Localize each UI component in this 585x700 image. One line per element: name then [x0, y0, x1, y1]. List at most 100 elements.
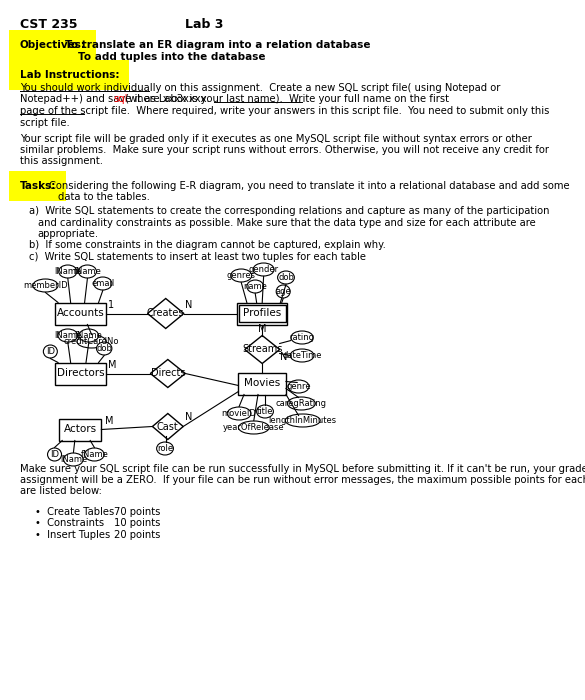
Ellipse shape	[278, 271, 294, 284]
Text: yearOfRelease: yearOfRelease	[223, 423, 285, 432]
Ellipse shape	[43, 345, 57, 358]
Polygon shape	[150, 360, 185, 388]
Text: name: name	[243, 282, 267, 291]
Ellipse shape	[79, 329, 99, 342]
Ellipse shape	[230, 269, 252, 282]
Text: Profiles: Profiles	[243, 309, 281, 318]
Ellipse shape	[285, 414, 320, 427]
Ellipse shape	[257, 405, 273, 418]
Text: CST 235: CST 235	[19, 18, 77, 31]
Text: Considering the following E-R diagram, you need to translate it into a relationa: Considering the following E-R diagram, y…	[49, 181, 570, 191]
Text: lName: lName	[60, 455, 87, 464]
Ellipse shape	[227, 407, 251, 420]
Text: are listed below:: are listed below:	[19, 486, 101, 496]
Text: role: role	[157, 444, 173, 453]
Ellipse shape	[288, 380, 309, 393]
Text: caregRating: caregRating	[276, 399, 327, 408]
Text: Objectives:: Objectives:	[19, 40, 85, 50]
Text: 70 points: 70 points	[114, 507, 160, 517]
Ellipse shape	[94, 277, 112, 290]
Text: Notepad++) and save it as Lab3xxxx.: Notepad++) and save it as Lab3xxxx.	[19, 94, 209, 104]
Polygon shape	[147, 298, 184, 328]
Text: (where xxxx is your last name).  Write your full name on the first: (where xxxx is your last name). Write yo…	[122, 94, 449, 104]
Text: lName: lName	[54, 331, 81, 340]
Ellipse shape	[85, 448, 104, 461]
Ellipse shape	[77, 335, 106, 348]
Text: To translate an ER diagram into a relation database: To translate an ER diagram into a relati…	[65, 40, 370, 50]
Ellipse shape	[157, 442, 173, 455]
FancyBboxPatch shape	[55, 302, 105, 325]
Ellipse shape	[291, 331, 313, 344]
Text: data to the tables.: data to the tables.	[58, 193, 150, 202]
Text: •  Constraints: • Constraints	[35, 519, 104, 528]
Text: Streams: Streams	[242, 344, 283, 354]
Text: gender: gender	[249, 265, 278, 274]
Text: Tasks:: Tasks:	[19, 181, 56, 191]
Ellipse shape	[253, 263, 274, 276]
Text: Movies: Movies	[244, 379, 280, 389]
Text: 20 points: 20 points	[114, 530, 160, 540]
Text: 10 points: 10 points	[114, 519, 160, 528]
Ellipse shape	[58, 329, 78, 342]
Text: Creates: Creates	[147, 309, 184, 318]
Text: Cast: Cast	[157, 421, 178, 431]
Text: You should work individually on this assignment.  Create a new SQL script file( : You should work individually on this ass…	[19, 83, 500, 93]
Text: ID: ID	[50, 450, 59, 459]
Ellipse shape	[47, 448, 61, 461]
Polygon shape	[245, 335, 280, 363]
Text: movieID: movieID	[222, 409, 257, 418]
Text: •  Create Tables: • Create Tables	[35, 507, 114, 517]
Text: b)  If some constraints in the diagram cannot be captured, explain why.: b) If some constraints in the diagram ca…	[29, 241, 386, 251]
Text: rating: rating	[290, 333, 315, 342]
FancyBboxPatch shape	[60, 419, 101, 440]
Text: fName: fName	[74, 267, 101, 276]
Text: •  Insert Tuples: • Insert Tuples	[35, 530, 110, 540]
Text: M: M	[108, 360, 117, 370]
Text: c)  Write SQL statements to insert at least two tuples for each table: c) Write SQL statements to insert at lea…	[29, 252, 366, 262]
Text: similar problems.  Make sure your script runs without errors. Otherwise, you wil: similar problems. Make sure your script …	[19, 145, 549, 155]
Text: 1: 1	[108, 300, 115, 309]
FancyBboxPatch shape	[239, 305, 285, 322]
Text: Accounts: Accounts	[57, 309, 104, 318]
Text: dateTime: dateTime	[283, 351, 322, 360]
Ellipse shape	[239, 421, 269, 434]
FancyBboxPatch shape	[239, 372, 286, 395]
Text: creditCardNo: creditCardNo	[64, 337, 119, 346]
Text: dob: dob	[278, 273, 294, 282]
Ellipse shape	[287, 397, 315, 410]
Text: Directs: Directs	[150, 368, 185, 379]
Text: M: M	[105, 416, 113, 426]
Ellipse shape	[64, 453, 83, 466]
Text: fName: fName	[75, 331, 103, 340]
Text: memberID: memberID	[23, 281, 68, 290]
Text: email: email	[91, 279, 115, 288]
Ellipse shape	[33, 279, 58, 292]
Text: N: N	[185, 412, 192, 423]
Text: sql: sql	[114, 94, 128, 104]
Ellipse shape	[290, 349, 314, 362]
Polygon shape	[153, 414, 183, 440]
Text: genres: genres	[227, 271, 256, 280]
Text: lName: lName	[54, 267, 81, 276]
Text: dob: dob	[97, 344, 112, 353]
Text: script file.: script file.	[19, 118, 70, 127]
Text: To add tuples into the database: To add tuples into the database	[78, 52, 265, 62]
FancyBboxPatch shape	[55, 363, 105, 384]
Ellipse shape	[276, 285, 290, 298]
Text: assignment will be a ZERO.  If your file can be run without error messages, the : assignment will be a ZERO. If your file …	[19, 475, 585, 485]
Text: this assignment.: this assignment.	[19, 157, 102, 167]
Ellipse shape	[97, 342, 112, 355]
FancyBboxPatch shape	[237, 302, 287, 325]
Text: Your script file will be graded only if it executes as one MySQL script file wit: Your script file will be graded only if …	[19, 134, 531, 143]
Text: Lab Instructions:: Lab Instructions:	[19, 70, 119, 80]
Text: ID: ID	[46, 347, 55, 356]
Text: a)  Write SQL statements to create the corresponding relations and capture as ma: a) Write SQL statements to create the co…	[29, 206, 549, 216]
Text: Lab 3: Lab 3	[185, 18, 223, 31]
Ellipse shape	[247, 280, 264, 293]
Text: Directors: Directors	[57, 368, 104, 379]
Ellipse shape	[58, 265, 77, 278]
Text: title: title	[257, 407, 273, 416]
Text: N: N	[280, 351, 288, 361]
Text: and cardinality constraints as possible. Make sure that the data type and size f: and cardinality constraints as possible.…	[38, 218, 535, 228]
Text: page of the script file.  Where required, write your answers in this script file: page of the script file. Where required,…	[19, 106, 549, 116]
